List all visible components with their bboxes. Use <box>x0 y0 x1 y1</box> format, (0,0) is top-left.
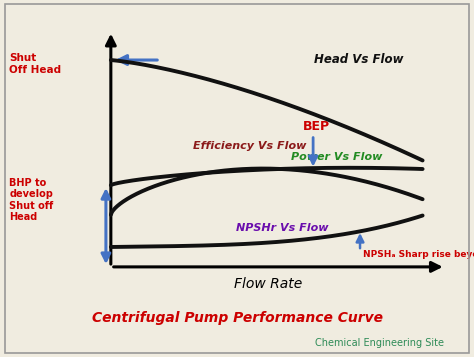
Text: Efficiency Vs Flow: Efficiency Vs Flow <box>193 141 306 151</box>
Text: BHP to
develop
Shut off
Head: BHP to develop Shut off Head <box>9 177 54 222</box>
Text: Power Vs Flow: Power Vs Flow <box>292 152 383 162</box>
Text: Chemical Engineering Site: Chemical Engineering Site <box>315 338 444 348</box>
Text: BEP: BEP <box>303 120 330 133</box>
Text: Centrifugal Pump Performance Curve: Centrifugal Pump Performance Curve <box>91 311 383 325</box>
Text: Head Vs Flow: Head Vs Flow <box>314 53 404 66</box>
Text: Shut
Off Head: Shut Off Head <box>9 54 62 75</box>
Text: Flow Rate: Flow Rate <box>234 277 302 291</box>
Text: NPSHₐ Sharp rise beyond BEP: NPSHₐ Sharp rise beyond BEP <box>363 250 474 259</box>
Text: NPSHr Vs Flow: NPSHr Vs Flow <box>236 223 328 233</box>
